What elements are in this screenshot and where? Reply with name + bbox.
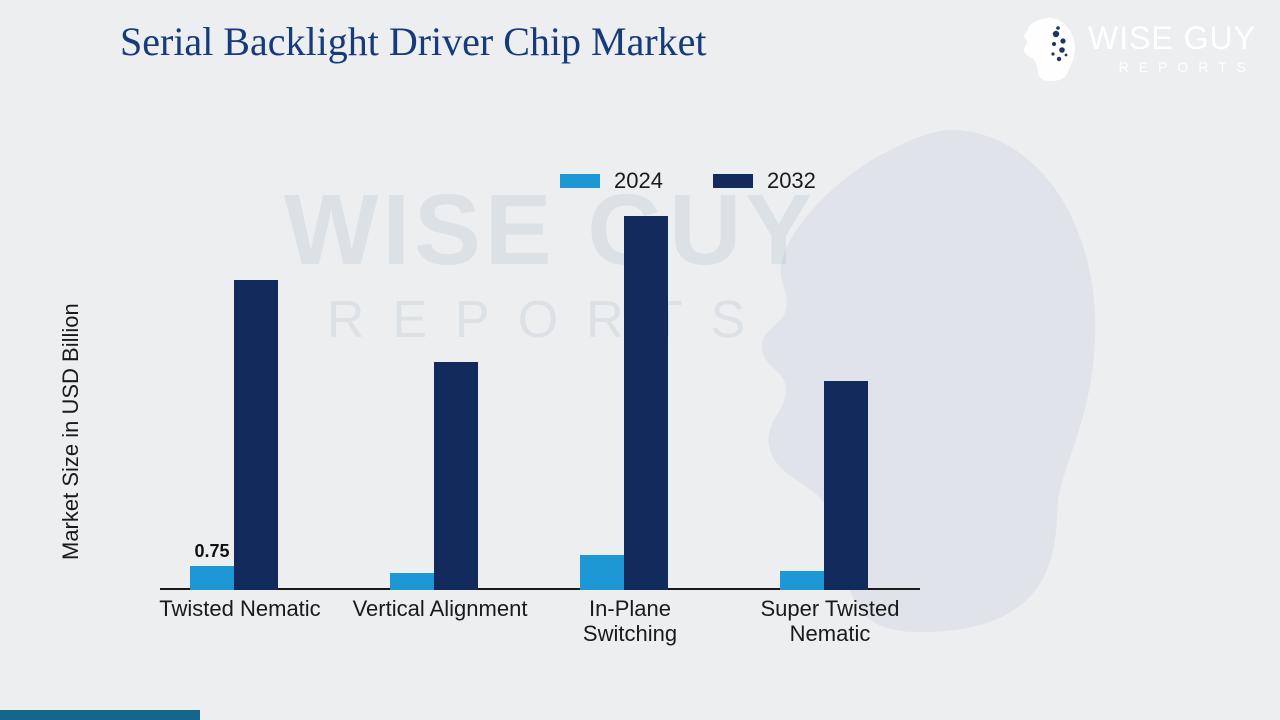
logo-head-icon	[1010, 14, 1080, 84]
category-label: Super Twisted Nematic	[740, 590, 920, 647]
bar-series-b	[624, 216, 668, 590]
legend-item-2032: 2032	[713, 168, 816, 194]
legend-swatch	[713, 174, 753, 188]
chart-title: Serial Backlight Driver Chip Market	[120, 18, 707, 65]
bar-series-b	[434, 362, 478, 590]
bar-series-b	[234, 280, 278, 590]
bar-value-label: 0.75	[182, 541, 242, 566]
bar-series-a	[580, 555, 624, 590]
bar-series-a	[780, 571, 824, 590]
y-axis-label: Market Size in USD Billion	[58, 303, 84, 560]
bar-series-a	[390, 573, 434, 590]
logo-line-1: WISE GUY	[1088, 20, 1256, 57]
legend-label: 2032	[767, 168, 816, 194]
legend-item-2024: 2024	[560, 168, 663, 194]
legend-swatch	[560, 174, 600, 188]
footer-accent-bar	[0, 710, 200, 720]
logo-line-2: REPORTS	[1088, 59, 1256, 75]
chart-canvas: WISE GUY REPORTS WISE GUY REPORTS Serial…	[0, 0, 1280, 720]
category-label: In-Plane Switching	[540, 590, 720, 647]
legend: 2024 2032	[560, 168, 816, 194]
category-label: Twisted Nematic	[150, 590, 330, 621]
bar-series-b	[824, 381, 868, 590]
category-label: Vertical Alignment	[350, 590, 530, 621]
plot-area: 0.75Twisted NematicVertical AlignmentIn-…	[160, 210, 920, 590]
legend-label: 2024	[614, 168, 663, 194]
bar-series-a: 0.75	[190, 566, 234, 590]
brand-logo: WISE GUY REPORTS	[1088, 20, 1256, 75]
